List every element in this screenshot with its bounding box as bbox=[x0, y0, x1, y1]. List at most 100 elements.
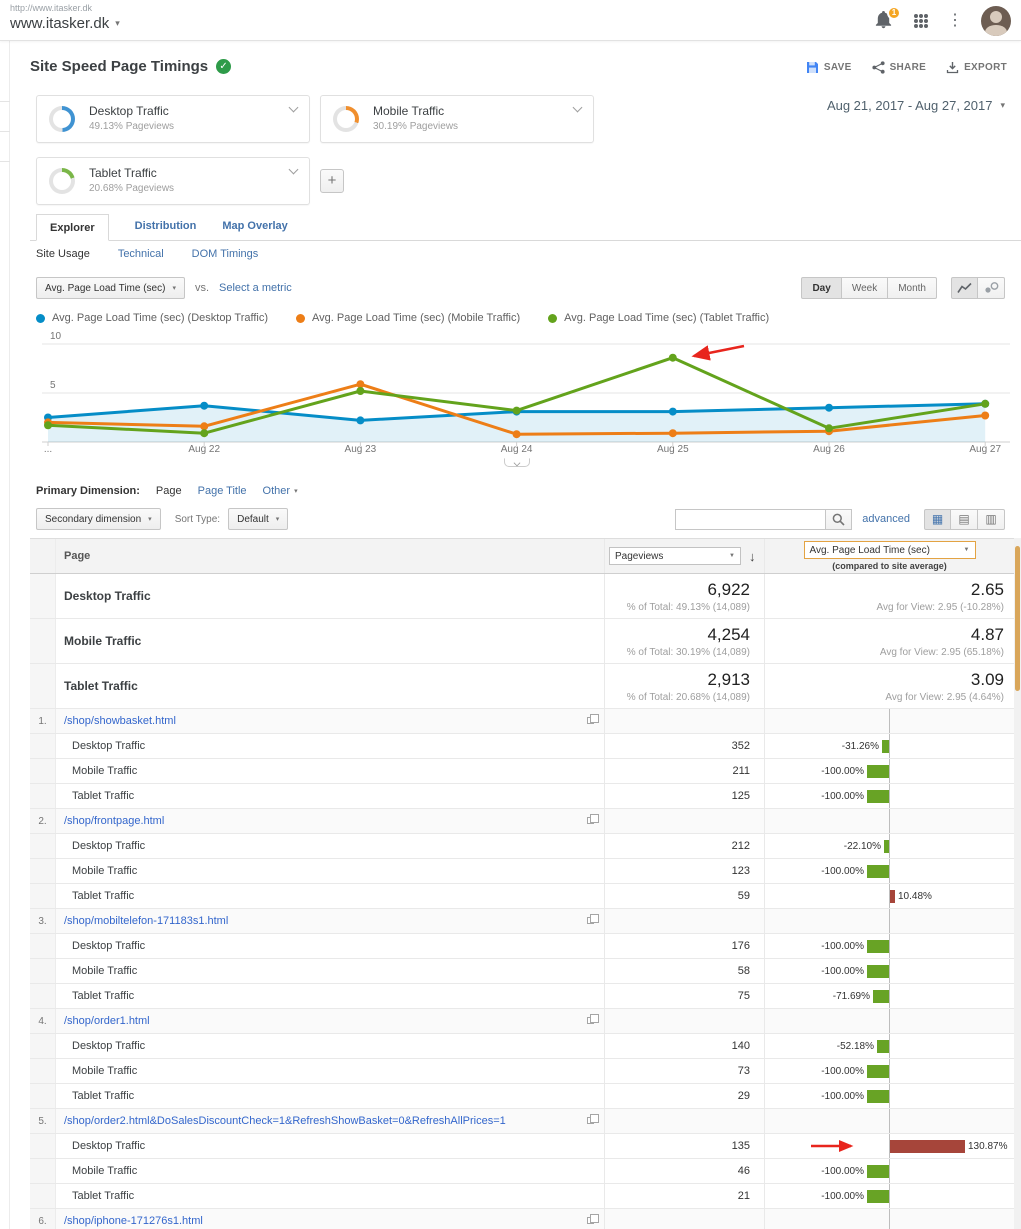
granularity-day-button[interactable]: Day bbox=[801, 277, 842, 299]
table-search-input[interactable] bbox=[675, 508, 826, 530]
segment-row[interactable]: Mobile Traffic 123 -100.00% bbox=[30, 859, 1014, 884]
account-selector[interactable]: www.itasker.dk ▾ bbox=[10, 15, 120, 32]
vs-label: vs. bbox=[194, 282, 210, 294]
segment-row[interactable]: Desktop Traffic 135 130.87% bbox=[30, 1134, 1014, 1159]
delta-bar bbox=[867, 1089, 889, 1103]
page-url-cell: /shop/order1.html bbox=[56, 1009, 605, 1033]
chevron-down-icon[interactable] bbox=[288, 164, 299, 175]
segment-card-tablet[interactable]: Tablet Traffic 20.68% Pageviews bbox=[36, 157, 310, 205]
add-segment-button[interactable]: + bbox=[320, 169, 344, 193]
chevron-down-icon: ▾ bbox=[294, 488, 298, 495]
pageviews-cell: 21 bbox=[605, 1184, 765, 1208]
share-button[interactable]: SHARE bbox=[871, 61, 927, 74]
page-link[interactable]: /shop/order1.html bbox=[64, 1015, 150, 1027]
segment-row[interactable]: Desktop Traffic 140 -52.18% bbox=[30, 1034, 1014, 1059]
search-button[interactable] bbox=[825, 508, 853, 530]
export-button[interactable]: EXPORT bbox=[946, 61, 1007, 74]
subtab-technical[interactable]: Technical bbox=[117, 248, 164, 260]
granularity-week-button[interactable]: Week bbox=[841, 277, 889, 299]
open-in-new-icon[interactable] bbox=[587, 714, 599, 724]
delta-bar bbox=[890, 889, 895, 903]
apps-grid-icon[interactable] bbox=[913, 13, 929, 29]
segment-row[interactable]: Mobile Traffic 73 -100.00% bbox=[30, 1059, 1014, 1084]
summary-row[interactable]: Desktop Traffic 6,922% of Total: 49.13% … bbox=[30, 574, 1014, 619]
vertical-scrollbar[interactable] bbox=[1014, 538, 1021, 1229]
delta-cell bbox=[765, 909, 1014, 933]
summary-row[interactable]: Tablet Traffic 2,913% of Total: 20.68% (… bbox=[30, 664, 1014, 709]
tab-map-overlay[interactable]: Map Overlay bbox=[222, 220, 288, 232]
page-title: Site Speed Page Timings bbox=[30, 58, 209, 75]
segment-name: Tablet Traffic bbox=[89, 166, 157, 180]
date-range-selector[interactable]: Aug 21, 2017 - Aug 27, 2017 ▾ bbox=[827, 98, 1005, 113]
segment-row[interactable]: Mobile Traffic 211 -100.00% bbox=[30, 759, 1014, 784]
subtab-dom-timings[interactable]: DOM Timings bbox=[191, 248, 259, 260]
sort-type-button[interactable]: Default ▾ bbox=[228, 508, 289, 530]
page-url-cell: /shop/frontpage.html bbox=[56, 809, 605, 833]
pageviews-cell: 46 bbox=[605, 1159, 765, 1183]
pivot-view-button[interactable]: ▤ bbox=[951, 508, 978, 530]
segment-row[interactable]: Tablet Traffic 29 -100.00% bbox=[30, 1084, 1014, 1109]
open-in-new-icon[interactable] bbox=[587, 1214, 599, 1224]
open-in-new-icon[interactable] bbox=[587, 1114, 599, 1124]
pageviews-cell bbox=[605, 1209, 765, 1229]
line-chart-view-button[interactable] bbox=[951, 277, 978, 299]
pageviews-metric-selector[interactable]: Pageviews ▼ bbox=[609, 547, 741, 565]
search-icon bbox=[832, 513, 845, 526]
motion-chart-icon bbox=[984, 282, 998, 293]
save-button[interactable]: SAVE bbox=[806, 61, 852, 74]
segment-row[interactable]: Desktop Traffic 176 -100.00% bbox=[30, 934, 1014, 959]
tab-distribution[interactable]: Distribution bbox=[134, 220, 197, 232]
delta-percent: -22.10% bbox=[843, 840, 881, 852]
timeseries-chart[interactable] bbox=[36, 334, 1014, 452]
motion-chart-view-button[interactable] bbox=[978, 277, 1005, 299]
chart-expander-handle[interactable] bbox=[504, 458, 530, 467]
avatar[interactable] bbox=[981, 5, 1011, 36]
notifications-button[interactable]: 1 bbox=[875, 5, 901, 31]
page-link[interactable]: /shop/frontpage.html bbox=[64, 815, 165, 827]
segment-row[interactable]: Desktop Traffic 352 -31.26% bbox=[30, 734, 1014, 759]
granularity-month-button[interactable]: Month bbox=[888, 277, 937, 299]
legend-item[interactable]: Avg. Page Load Time (sec) (Tablet Traffi… bbox=[548, 312, 769, 324]
segment-row[interactable]: Tablet Traffic 21 -100.00% bbox=[30, 1184, 1014, 1209]
delta-percent: -100.00% bbox=[821, 790, 864, 802]
page-link[interactable]: /shop/mobiltelefon-171183s1.html bbox=[64, 915, 229, 927]
open-in-new-icon[interactable] bbox=[587, 1014, 599, 1024]
table-view-button[interactable]: ▦ bbox=[924, 508, 951, 530]
dimension-page-title[interactable]: Page Title bbox=[197, 485, 247, 497]
segment-row[interactable]: Mobile Traffic 46 -100.00% bbox=[30, 1159, 1014, 1184]
row-index-cell bbox=[30, 784, 56, 808]
page-link[interactable]: /shop/iphone-171276s1.html bbox=[64, 1215, 203, 1227]
chevron-down-icon[interactable] bbox=[288, 102, 299, 113]
segment-row[interactable]: Desktop Traffic 212 -22.10% bbox=[30, 834, 1014, 859]
segment-row[interactable]: Tablet Traffic 59 10.48% bbox=[30, 884, 1014, 909]
sort-descending-icon[interactable]: ↓ bbox=[749, 548, 756, 564]
row-index-cell bbox=[30, 1059, 56, 1083]
subtab-site-usage[interactable]: Site Usage bbox=[36, 248, 90, 260]
segment-card-mobile[interactable]: Mobile Traffic 30.19% Pageviews bbox=[320, 95, 594, 143]
table-controls-bar: Secondary dimension ▾ Sort Type: Default… bbox=[36, 508, 1005, 530]
segment-row[interactable]: Tablet Traffic 125 -100.00% bbox=[30, 784, 1014, 809]
segment-row[interactable]: Tablet Traffic 75 -71.69% bbox=[30, 984, 1014, 1009]
scrollbar-thumb[interactable] bbox=[1015, 546, 1020, 691]
row-index-cell bbox=[30, 664, 56, 708]
segment-card-desktop[interactable]: Desktop Traffic 49.13% Pageviews bbox=[36, 95, 310, 143]
legend-item[interactable]: Avg. Page Load Time (sec) (Mobile Traffi… bbox=[296, 312, 520, 324]
chart-view-button[interactable]: ▥ bbox=[978, 508, 1005, 530]
metric-dropdown-button[interactable]: Avg. Page Load Time (sec) ▾ bbox=[36, 277, 185, 299]
kebab-menu-icon[interactable]: ⋮ bbox=[947, 11, 963, 29]
select-metric-link[interactable]: Select a metric bbox=[219, 282, 292, 294]
page-link[interactable]: /shop/showbasket.html bbox=[64, 715, 176, 727]
dimension-other[interactable]: Other ▾ bbox=[263, 485, 298, 497]
page-link[interactable]: /shop/order2.html&DoSalesDiscountCheck=1… bbox=[64, 1115, 506, 1127]
legend-item[interactable]: Avg. Page Load Time (sec) (Desktop Traff… bbox=[36, 312, 268, 324]
open-in-new-icon[interactable] bbox=[587, 914, 599, 924]
load-time-metric-selector[interactable]: Avg. Page Load Time (sec) ▼ bbox=[803, 541, 976, 559]
secondary-dimension-button[interactable]: Secondary dimension ▾ bbox=[36, 508, 161, 530]
tab-explorer[interactable]: Explorer bbox=[36, 214, 109, 241]
dimension-page[interactable]: Page bbox=[155, 485, 182, 497]
open-in-new-icon[interactable] bbox=[587, 814, 599, 824]
advanced-search-link[interactable]: advanced bbox=[862, 513, 910, 525]
summary-row[interactable]: Mobile Traffic 4,254% of Total: 30.19% (… bbox=[30, 619, 1014, 664]
segment-row[interactable]: Mobile Traffic 58 -100.00% bbox=[30, 959, 1014, 984]
chevron-down-icon[interactable] bbox=[572, 102, 583, 113]
